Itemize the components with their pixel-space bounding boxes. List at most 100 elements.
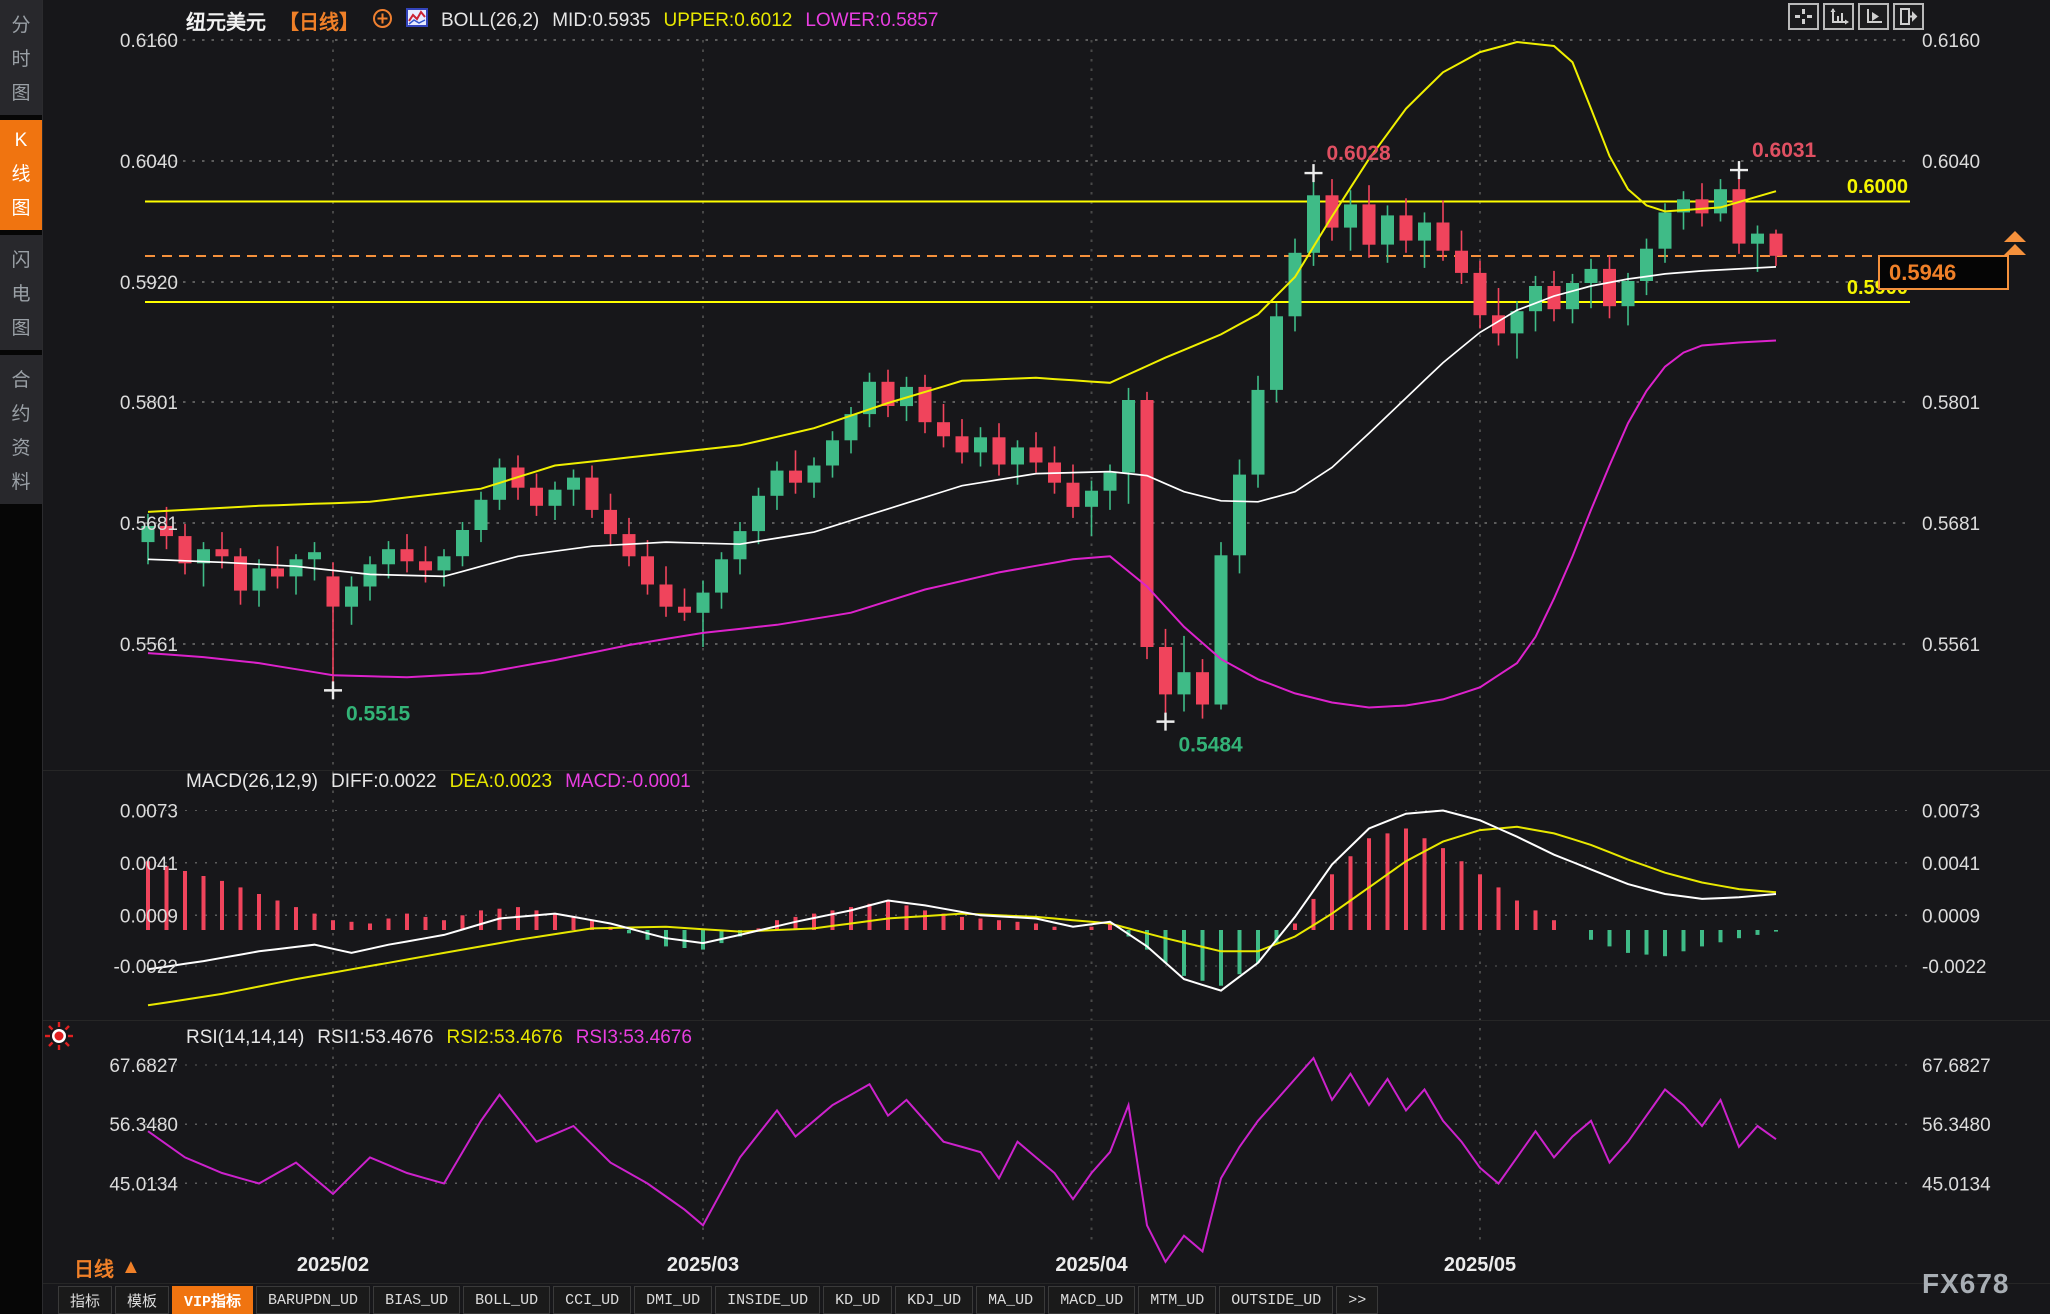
macd-diff-value: DIFF:0.0022 [331,771,437,792]
toolbar-button-12[interactable]: MACD_UD [1048,1286,1136,1314]
candle-body [1270,316,1283,390]
toolbar-button-1[interactable]: 模板 [115,1286,170,1314]
current-price-box: 0.5946 [1878,255,2009,290]
candle-body [696,592,710,613]
candle-body [881,381,895,406]
axis-label: 0.0073 [120,802,178,823]
candle-body [530,487,543,506]
axis-label: 0.0041 [1922,854,1980,875]
axis-label: 0.0009 [120,906,178,927]
candle-body [1325,195,1339,228]
rsi3-value: RSI3:53.4676 [575,1027,692,1048]
price-up-arrows-icon [2004,231,2028,261]
candle-body [1603,268,1616,307]
pan-crosshair-icon[interactable] [1788,3,1819,30]
axis-label: -0.0022 [114,957,178,978]
candle-body [622,534,636,557]
axes-chart-icon[interactable] [1823,3,1854,30]
candle-body [308,552,321,560]
sidebar-tab-char: 图 [11,318,31,339]
candle-body [1011,447,1024,465]
sidebar-tab-3[interactable]: 合约资料 [0,355,42,504]
candle-body [252,568,266,591]
candle-body [585,477,599,510]
axis-label: 0.6160 [1922,31,1980,52]
candle-body [326,576,340,607]
toolbar-button-4[interactable]: BIAS_UD [373,1286,461,1314]
sidebar-tab-2[interactable]: 闪电图 [0,235,42,350]
axis-label: 45.0134 [1922,1174,1991,1195]
toolbar-button-5[interactable]: BOLL_UD [463,1286,551,1314]
current-price-value: 0.5946 [1889,260,1957,285]
axis-label: 45.0134 [109,1174,178,1195]
candle-body [1584,268,1598,283]
candle-body [807,465,821,483]
axis-label: 0.6160 [120,31,178,52]
chart-mode-buttons [1788,3,1924,30]
candle-body [1085,490,1098,507]
candle-body [659,584,673,607]
period-tag: 【日线】 [279,12,359,34]
toolbar-button-9[interactable]: KD_UD [823,1286,893,1314]
boll-lower-value: LOWER:0.5857 [805,9,939,31]
add-indicator-icon[interactable] [372,8,393,33]
candle-body [1436,222,1450,251]
candle-body [974,437,987,453]
rsi-title: RSI(14,14,14) [186,1027,305,1048]
candle-body [641,556,654,585]
axis-label: 67.6827 [109,1056,178,1077]
candle-body [1418,222,1431,241]
macd-title: MACD(26,12,9) [186,771,318,792]
candle-body [1621,281,1635,307]
toolbar-button-15[interactable]: >> [1336,1286,1379,1314]
toolbar-button-10[interactable]: KDJ_UD [895,1286,974,1314]
boll-mid-value: MID:0.5935 [552,9,651,31]
toolbar-button-8[interactable]: INSIDE_UD [715,1286,821,1314]
axis-label: 0.5801 [120,393,178,414]
candle-body [826,440,839,466]
candle-body [419,561,432,571]
axes-play-icon[interactable] [1858,3,1889,30]
candle-body [1233,474,1246,556]
toolbar-button-11[interactable]: MA_UD [976,1286,1046,1314]
candle-body [1177,672,1191,695]
dropdown-arrow-icon: ▲ [121,1256,141,1278]
candle-body [1140,400,1154,647]
boll-upper-line [147,40,1777,513]
toolbar-button-2[interactable]: VIP指标 [172,1286,254,1314]
candle-body [1288,252,1302,317]
candle-body [937,422,950,437]
toolbar-button-13[interactable]: MTM_UD [1138,1286,1217,1314]
boll-upper-value: UPPER:0.6012 [663,9,793,31]
toolbar-button-0[interactable]: 指标 [58,1286,113,1314]
toolbar-button-7[interactable]: DMI_UD [634,1286,713,1314]
boll-mid-line [147,266,1777,578]
candle-body [234,556,247,591]
annotation-cross [324,681,342,700]
collapse-panel-icon[interactable] [1893,3,1924,30]
axis-label: 56.3480 [1922,1115,1991,1136]
month-label: 2025/05 [1444,1254,1516,1276]
candle-body [474,499,488,530]
candle-body [1769,233,1783,256]
toolbar-button-14[interactable]: OUTSIDE_UD [1219,1286,1334,1314]
toolbar-button-6[interactable]: CCI_UD [553,1286,632,1314]
sidebar-tab-char: 资 [11,438,31,459]
resistance-level-label: 0.6000 [1846,176,1908,198]
sidebar-tab-char: 图 [11,198,31,219]
candle-body [437,556,451,571]
sidebar-tab-0[interactable]: 分时图 [0,0,42,115]
month-label: 2025/02 [297,1254,369,1276]
candle-body [1695,199,1709,214]
timeframe-selector[interactable]: 日线 ▲ [74,1253,141,1282]
candle-body [1714,189,1727,214]
toolbar-button-3[interactable]: BARUPDN_UD [256,1286,371,1314]
candle-body [1658,212,1672,249]
indicator-name: BOLL(26,2) [441,9,540,31]
rsi-header: RSI(14,14,14) RSI1:53.4676 RSI2:53.4676 … [186,1027,692,1049]
rsi-line [147,1056,1777,1264]
candle-body [678,606,691,613]
candle-body [1751,233,1764,244]
